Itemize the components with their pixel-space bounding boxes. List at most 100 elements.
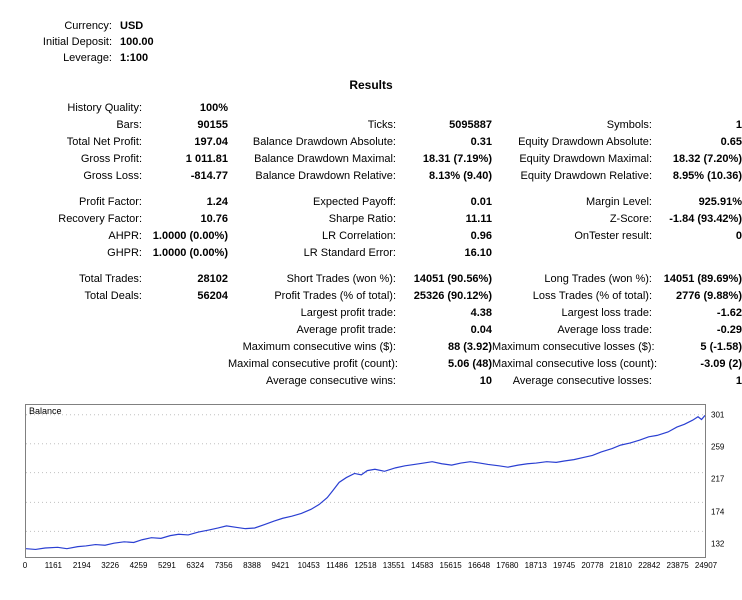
stat-value: -3.09 (2) <box>700 358 742 370</box>
balance-chart-plot-column: Balance 0 1161 2194 3226 4259 5291 6324 7356 838… <box>23 404 717 572</box>
stat-value: 2776 (9.88%) <box>675 290 742 302</box>
stat-label: Maximal consecutive profit (count): <box>228 358 398 370</box>
stat-label: Bars: <box>116 119 142 131</box>
stat-label <box>492 100 652 117</box>
stat-label: Z-Score: <box>609 213 652 225</box>
stat-label: AHPR: <box>108 230 142 242</box>
stat-value: 11.11 <box>465 213 492 225</box>
stat-label <box>2 373 142 390</box>
x-axis-tick-label: 14583 <box>411 561 434 570</box>
stat-value: 5 (-1.58) <box>700 341 742 353</box>
stat-label: Short Trades (won %): <box>286 273 396 285</box>
report-header: Currency: USD Initial Deposit: 100.00 Levera… <box>0 18 742 66</box>
stat-label: Sharpe Ratio: <box>328 213 396 225</box>
stat-label: Balance Drawdown Maximal: <box>254 153 396 165</box>
stat-label: Gross Loss: <box>83 170 142 182</box>
stat-value: 10.76 <box>200 213 228 225</box>
y-axis-tick-label: 301 <box>711 410 725 420</box>
stat-value: 0.04 <box>470 324 492 336</box>
stat-label: Average profit trade: <box>296 324 396 336</box>
x-axis-tick-label: 4259 <box>129 561 148 570</box>
table-spacer <box>2 185 742 194</box>
header-value: 1:100 <box>120 52 149 64</box>
stat-value: 14051 (90.56%) <box>413 273 492 285</box>
x-axis-tick-label: 22842 <box>638 561 661 570</box>
stat-label: Recovery Factor: <box>58 213 142 225</box>
stat-value: 100% <box>199 102 228 114</box>
stat-value: 0 <box>735 230 742 242</box>
y-axis-tick-label: 174 <box>711 507 725 517</box>
y-axis-labels: 301 259 217 174 132 <box>706 404 736 572</box>
stat-value: 0.01 <box>470 196 492 208</box>
x-axis-tick-label: 11486 <box>326 561 348 570</box>
x-axis-tick-label: 21810 <box>609 561 632 570</box>
stat-label: Average consecutive wins: <box>265 375 396 387</box>
stat-label <box>2 322 142 339</box>
stat-value: -814.77 <box>190 170 228 182</box>
stat-label: Symbols: <box>606 119 652 131</box>
balance-chart-svg <box>26 405 705 557</box>
stat-value: 4.38 <box>470 307 492 319</box>
stat-value <box>396 100 492 117</box>
x-axis-tick-label: 8388 <box>243 561 261 570</box>
header-value: 100.00 <box>120 36 154 48</box>
stat-value: 1.24 <box>206 196 228 208</box>
x-axis-tick-label: 19745 <box>553 561 576 570</box>
stat-value: 8.95% (10.36) <box>672 170 742 182</box>
stat-value <box>142 305 228 322</box>
stat-label <box>228 100 396 117</box>
stat-label <box>2 305 142 322</box>
x-axis-tick-label: 15615 <box>439 561 462 570</box>
stat-value <box>142 356 228 373</box>
header-row: Leverage: 1:100 <box>0 50 742 66</box>
x-axis-tick-label: 18713 <box>524 561 547 570</box>
stat-label: LR Correlation: <box>322 230 396 242</box>
x-axis-tick-label: 13551 <box>382 561 405 570</box>
stat-label: Expected Payoff: <box>313 196 396 208</box>
stat-label: Largest loss trade: <box>561 307 653 319</box>
balance-series-label: Balance <box>29 406 62 416</box>
stat-label: Profit Trades (% of total): <box>274 290 396 302</box>
stat-label: Equity Drawdown Absolute: <box>518 136 652 148</box>
stat-value: 18.31 (7.19%) <box>422 153 492 165</box>
stat-value <box>142 322 228 339</box>
results-title: Results <box>349 78 393 92</box>
stat-label: Largest profit trade: <box>300 307 396 319</box>
stat-label: Loss Trades (% of total): <box>532 290 652 302</box>
x-axis-tick-label: 10453 <box>297 561 320 570</box>
stat-label: Total Deals: <box>84 290 142 302</box>
stat-label: Average consecutive losses: <box>512 375 652 387</box>
x-axis-tick-label: 20778 <box>581 561 604 570</box>
header-label: Initial Deposit: <box>42 36 112 48</box>
stat-label: OnTester result: <box>574 230 652 242</box>
stat-value: 1.0000 (0.00%) <box>152 247 228 259</box>
stat-label <box>2 339 142 356</box>
x-axis-tick-label: 3226 <box>101 561 120 570</box>
x-axis-tick-label: 6324 <box>186 561 205 570</box>
stat-value: 56204 <box>197 290 228 302</box>
stat-label: Margin Level: <box>585 196 652 208</box>
header-row: Currency: USD <box>0 18 742 34</box>
stat-value: 5.06 (48) <box>447 358 492 370</box>
stat-value: 8.13% (9.40) <box>429 170 492 182</box>
stat-label: Maximal consecutive loss (count): <box>492 358 658 370</box>
stat-value: 14051 (89.69%) <box>663 273 742 285</box>
results-table: History Quality: 100% Bars: 90155 Ticks: 5095… <box>2 100 742 390</box>
stat-label: History Quality: <box>67 102 142 114</box>
x-axis-tick-label: 9421 <box>271 561 290 570</box>
table-spacer <box>2 262 742 271</box>
stat-value: -0.29 <box>716 324 742 336</box>
stat-label: Ticks: <box>367 119 396 131</box>
stat-value: 5095887 <box>449 119 492 131</box>
stat-value: 1.0000 (0.00%) <box>152 230 228 242</box>
balance-chart: Balance 0 1161 2194 3226 4259 5291 6324 7356 838… <box>23 404 736 572</box>
stat-label: Gross Profit: <box>80 153 142 165</box>
x-axis-tick-label: 24907 <box>694 561 718 570</box>
stat-label: Balance Drawdown Absolute: <box>252 136 396 148</box>
header-label: Currency: <box>64 20 112 32</box>
stat-value: 16.10 <box>464 247 492 259</box>
header-row: Initial Deposit: 100.00 <box>0 34 742 50</box>
header-value: USD <box>120 20 144 32</box>
balance-chart-plot: Balance <box>25 404 706 558</box>
